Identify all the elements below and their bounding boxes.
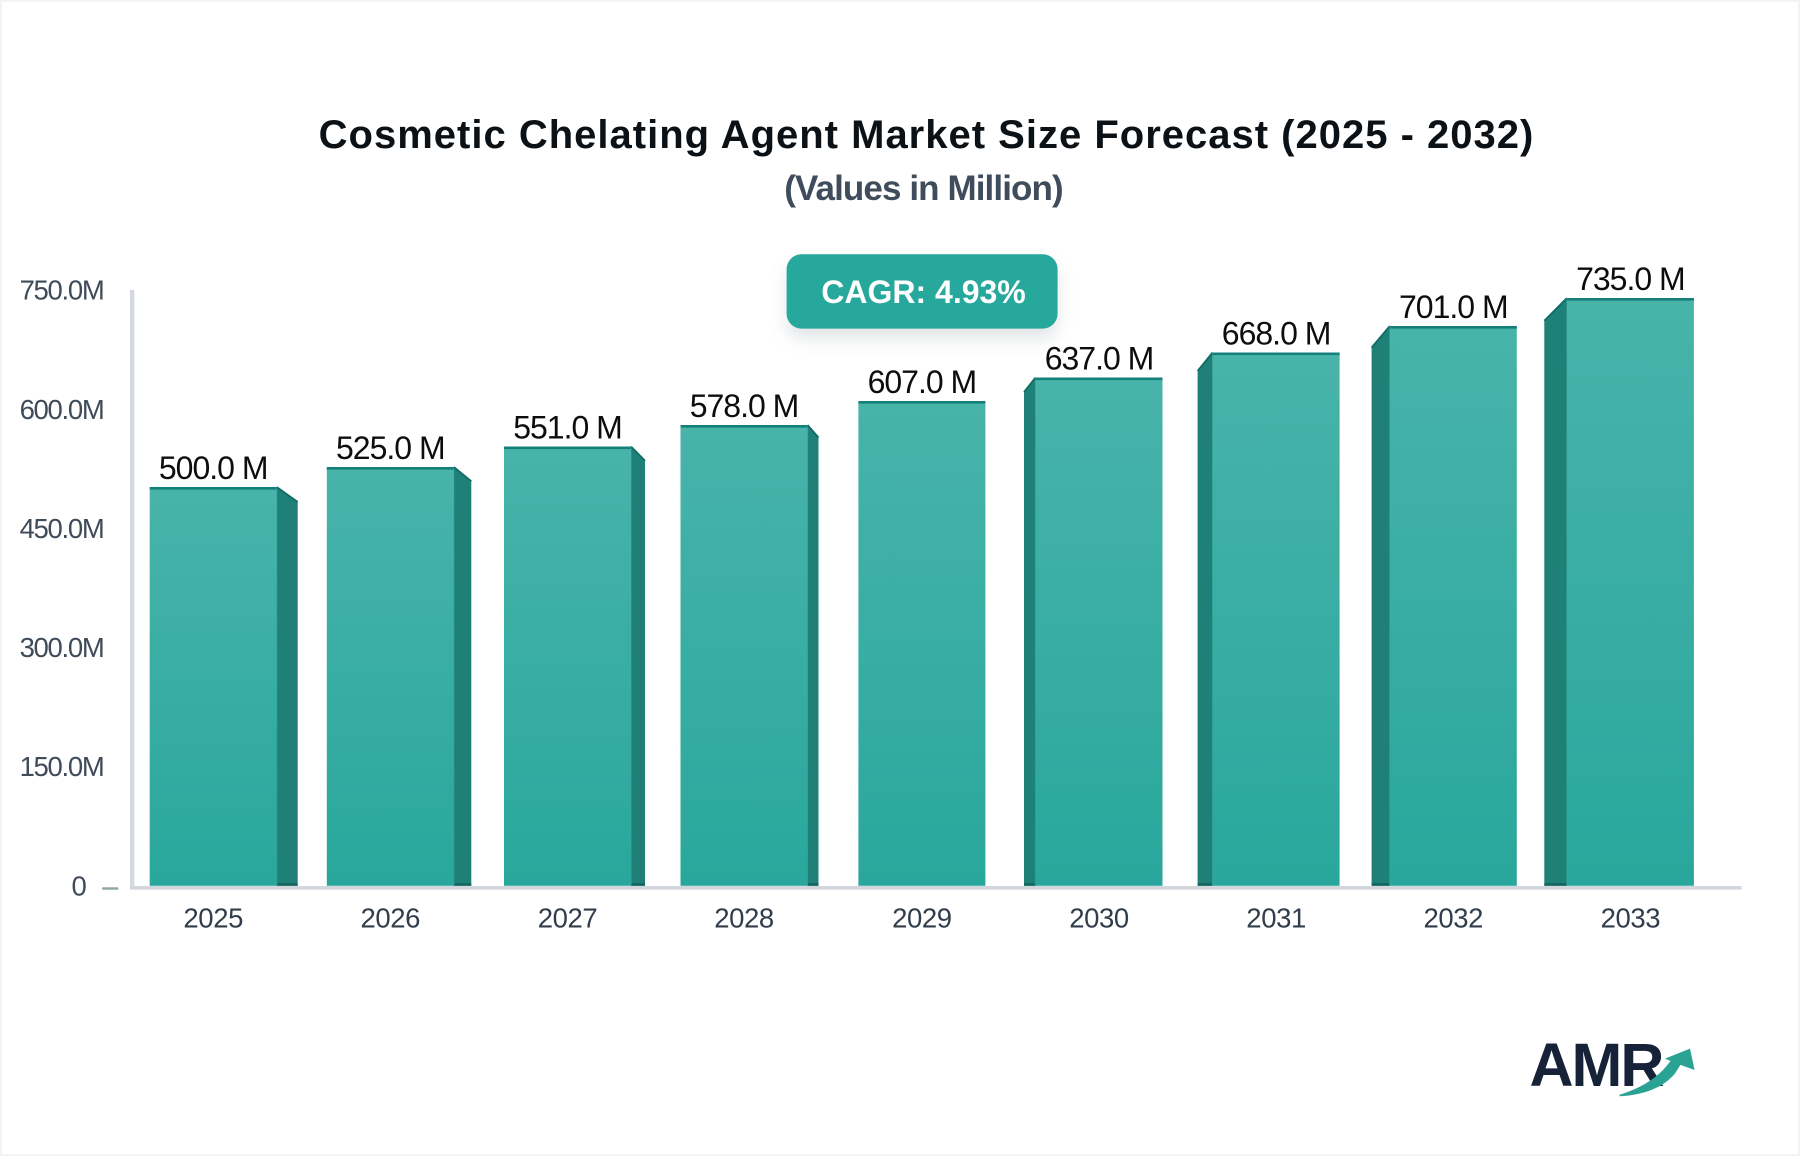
svg-text:500.0 M: 500.0 M (159, 450, 268, 486)
svg-text:300.0M: 300.0M (20, 632, 104, 663)
svg-text:525.0 M: 525.0 M (336, 430, 445, 466)
svg-text:607.0 M: 607.0 M (868, 364, 977, 400)
svg-text:450.0M: 450.0M (20, 513, 104, 544)
svg-text:2025: 2025 (183, 903, 243, 934)
svg-text:2026: 2026 (361, 903, 421, 934)
svg-text:0: 0 (72, 870, 87, 901)
svg-text:2033: 2033 (1601, 903, 1661, 934)
svg-text:600.0M: 600.0M (20, 394, 104, 425)
svg-text:CAGR: 4.93%: CAGR: 4.93% (821, 274, 1026, 310)
svg-text:637.0 M: 637.0 M (1045, 341, 1154, 377)
svg-text:578.0 M: 578.0 M (690, 388, 799, 424)
svg-text:2032: 2032 (1424, 903, 1484, 934)
svg-text:2029: 2029 (892, 903, 952, 934)
svg-text:668.0 M: 668.0 M (1222, 316, 1331, 352)
svg-text:2028: 2028 (714, 903, 774, 934)
svg-text:(Values in Million): (Values in Million) (784, 169, 1063, 208)
svg-text:735.0 M: 735.0 M (1576, 261, 1685, 297)
svg-text:701.0 M: 701.0 M (1399, 289, 1508, 325)
svg-text:551.0 M: 551.0 M (513, 410, 622, 446)
svg-text:2031: 2031 (1246, 903, 1306, 934)
svg-text:Cosmetic Chelating Agent Marke: Cosmetic Chelating Agent Market Size For… (319, 113, 1535, 157)
svg-text:150.0M: 150.0M (20, 751, 104, 782)
svg-text:2030: 2030 (1069, 903, 1129, 934)
svg-text:2027: 2027 (538, 903, 598, 934)
svg-text:750.0M: 750.0M (20, 275, 104, 306)
